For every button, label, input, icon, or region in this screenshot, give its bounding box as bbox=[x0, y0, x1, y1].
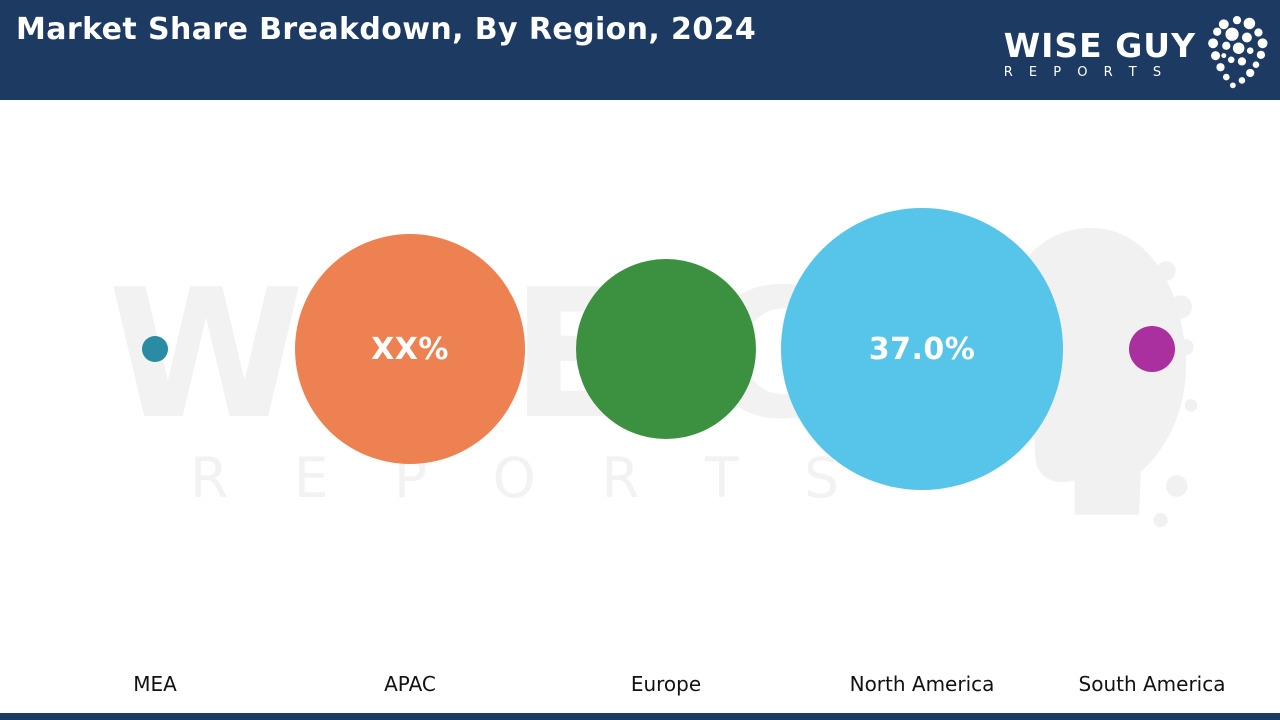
bubble-mea bbox=[142, 336, 168, 362]
bubble-apac: XX% bbox=[295, 234, 525, 464]
watermark-subtext: R E P O R T S bbox=[190, 446, 864, 510]
bubble-south-america bbox=[1129, 326, 1175, 372]
category-label-europe: Europe bbox=[630, 672, 702, 696]
category-label-mea: MEA bbox=[133, 672, 177, 696]
brand-subtitle: R E P O R T S bbox=[1003, 65, 1168, 81]
bubble-value-label-north-america: 37.0% bbox=[868, 331, 976, 367]
page-title: Market Share Breakdown, By Region, 2024 bbox=[16, 12, 757, 47]
header: Market Share Breakdown, By Region, 2024 … bbox=[0, 0, 1280, 100]
brand-logo: WISE GUY R E P O R T S bbox=[1004, 8, 1270, 100]
brand-text: WISE GUY R E P O R T S bbox=[1003, 25, 1196, 81]
bubble-north-america: 37.0% bbox=[781, 208, 1063, 490]
category-label-apac: APAC bbox=[384, 672, 436, 696]
bottom-bar bbox=[0, 713, 1280, 720]
bubble-europe bbox=[576, 259, 756, 439]
dotted-head-icon bbox=[1208, 16, 1268, 89]
brand-name: WISE GUY bbox=[1003, 25, 1196, 65]
category-label-south-america: South America bbox=[1078, 672, 1226, 696]
category-label-north-america: North America bbox=[849, 672, 995, 696]
bubble-value-label-apac: XX% bbox=[371, 331, 449, 367]
